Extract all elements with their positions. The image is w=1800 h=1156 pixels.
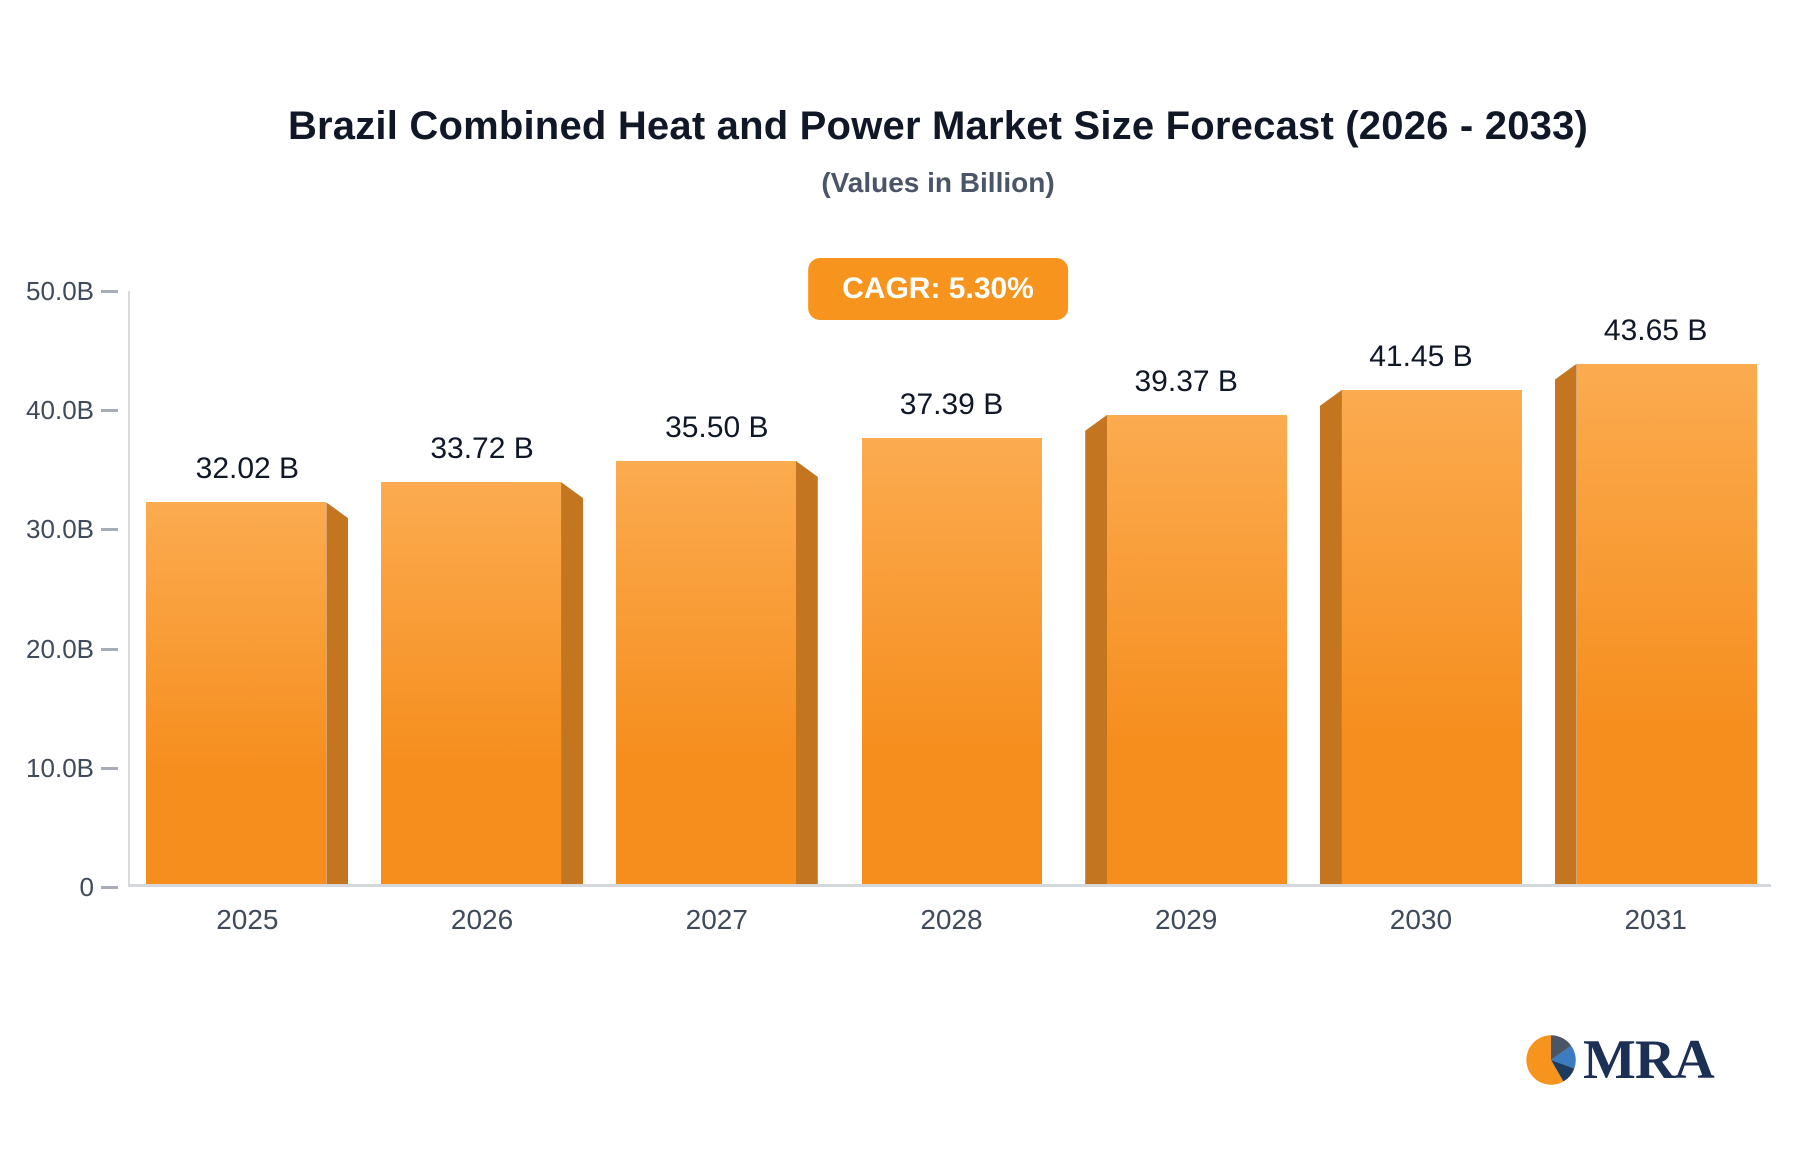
y-tick-label: 10.0B xyxy=(26,752,94,783)
y-tick-label: 0 xyxy=(79,872,94,902)
y-tick-mark xyxy=(101,528,118,532)
plot-area: 50.0B 40.0B 30.0B 20.0B 10.0B 0 32.02 B 2025 33.… xyxy=(26,276,1771,935)
logo-text: MRA xyxy=(1583,1029,1715,1091)
y-tick-mark xyxy=(101,409,118,413)
x-axis-label: 2025 xyxy=(216,904,279,935)
x-axis-label: 2031 xyxy=(1624,904,1687,935)
x-axis-label: 2030 xyxy=(1389,904,1453,935)
bar-side-face xyxy=(1085,414,1108,884)
bar-group xyxy=(615,460,818,884)
chart-header: Brazil Combined Heat and Power Market Si… xyxy=(76,104,1800,199)
logo-pie-icon xyxy=(1526,1035,1576,1085)
x-axis-label: 2028 xyxy=(920,904,983,935)
y-tick-mark xyxy=(101,647,118,651)
bar-side-face xyxy=(1554,363,1577,884)
bar-side-face xyxy=(326,502,349,884)
x-axis-label: 2027 xyxy=(685,904,748,935)
brand-logo: MRA xyxy=(1524,1029,1715,1091)
bar-value-label: 35.50 B xyxy=(665,410,769,444)
bar-side-face xyxy=(561,482,584,884)
bar-group xyxy=(861,438,1042,884)
y-tick-mark xyxy=(101,886,118,889)
bar-face xyxy=(615,460,796,884)
y-tick-mark xyxy=(101,766,118,770)
bar-face xyxy=(1576,363,1757,884)
y-tick-label: 20.0B xyxy=(26,633,94,664)
x-axis-label: 2026 xyxy=(450,904,514,935)
bar-face xyxy=(381,482,562,884)
bar-side-face xyxy=(1319,389,1342,884)
y-tick-mark xyxy=(101,290,118,293)
bar-value-label: 37.39 B xyxy=(899,388,1004,422)
x-axis-label: 2029 xyxy=(1155,904,1218,935)
y-tick-label: 40.0B xyxy=(26,395,94,426)
bar-group xyxy=(146,502,349,884)
bar-face xyxy=(146,502,327,884)
bar-value-label: 43.65 B xyxy=(1603,313,1708,347)
bar-value-label: 33.72 B xyxy=(430,432,534,466)
bar-side-face xyxy=(795,460,818,884)
bar-group xyxy=(1554,363,1757,884)
y-tick-label: 50.0B xyxy=(26,276,94,306)
chart-title: Brazil Combined Heat and Power Market Si… xyxy=(287,104,1589,148)
cagr-badge: CAGR: 5.30% xyxy=(808,258,1068,320)
bar-value-label: 41.45 B xyxy=(1369,339,1473,373)
chart-subtitle: (Values in Billion) xyxy=(821,167,1055,198)
bar-face xyxy=(1341,389,1522,884)
bar-group xyxy=(381,482,584,884)
bar-value-label: 32.02 B xyxy=(195,452,300,486)
bar-face xyxy=(861,438,1042,884)
bar-group xyxy=(1319,389,1522,884)
bar-group xyxy=(1085,414,1288,884)
bar-value-label: 39.37 B xyxy=(1134,364,1238,398)
y-tick-label: 30.0B xyxy=(26,514,94,545)
bar-face xyxy=(1107,414,1288,884)
